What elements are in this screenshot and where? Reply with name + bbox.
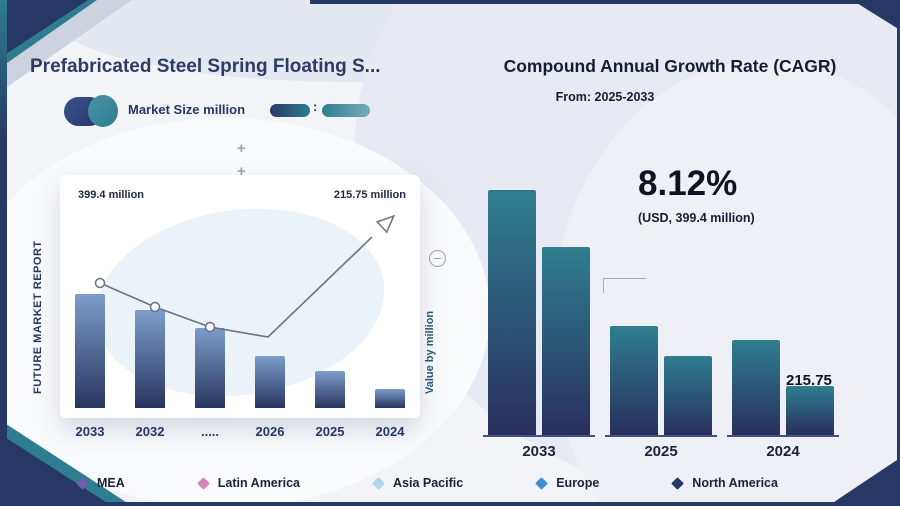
region-legend: MEA Latin America Asia Pacific Europe North … xyxy=(76,476,778,490)
future-market-report-label: FUTURE MARKET REPORT xyxy=(32,240,44,394)
legend-diamond-icon xyxy=(196,476,210,490)
legend-item-latin-america: Latin America xyxy=(196,476,300,490)
value-annotation-2033: 399.4 million xyxy=(78,189,145,201)
market-x-label: 2024 xyxy=(375,424,405,439)
legend-diamond-icon xyxy=(372,476,385,490)
page-title: Prefabricated Steel Spring Floating S... xyxy=(30,56,381,77)
cagr-bar-group: 2024 xyxy=(727,340,839,460)
plus-mark: + xyxy=(237,140,246,157)
gradient-pill-icon xyxy=(270,104,310,117)
legend-item-mea: MEA xyxy=(76,476,125,490)
legend-label: North America xyxy=(692,476,778,490)
cagr-bar-pair xyxy=(727,340,839,437)
cagr-year-label: 2033 xyxy=(522,443,556,460)
cagr-bar xyxy=(786,386,834,435)
cagr-bar xyxy=(664,356,712,435)
top-edge-strip xyxy=(310,0,900,4)
market-x-label: 2033 xyxy=(75,424,105,439)
bracket-line-decoration xyxy=(603,278,646,293)
legend-label: MEA xyxy=(97,476,125,490)
corner-bottom-left-navy xyxy=(0,434,112,506)
value-axis-label: Value by million xyxy=(424,310,436,394)
cagr-subtitle: From: 2025-2033 xyxy=(555,90,655,104)
cagr-bar xyxy=(610,326,658,435)
market-size-legend-label: Market Size million xyxy=(128,102,246,117)
cagr-bar xyxy=(488,190,536,435)
legend-item-europe: Europe xyxy=(535,476,600,490)
market-bar xyxy=(315,371,345,408)
cagr-2024-annotation: 215.75 xyxy=(786,372,832,389)
left-edge-strip xyxy=(0,0,7,506)
market-x-label: 2026 xyxy=(255,424,285,439)
market-bar xyxy=(195,328,225,408)
cagr-year-label: 2024 xyxy=(766,443,800,460)
cagr-value: 8.12% xyxy=(638,164,738,203)
cagr-bar-group: 2025 xyxy=(605,326,717,460)
cagr-title: Compound Annual Growth Rate (CAGR) xyxy=(503,56,837,76)
market-bar xyxy=(255,356,285,408)
legend-item-asia-pacific: Asia Pacific xyxy=(372,476,464,490)
market-size-chart-card: 399.4 million 215.75 million xyxy=(60,175,420,418)
cagr-bar-pair xyxy=(483,190,595,437)
cagr-bar xyxy=(732,340,780,435)
pill-colon: : xyxy=(313,99,318,114)
minus-circle-icon xyxy=(429,250,446,267)
legend-diamond-icon xyxy=(535,476,549,490)
legend-label: Asia Pacific xyxy=(393,476,464,490)
gradient-pill-icon-2 xyxy=(322,104,370,117)
cagr-bar-groups: 2033 2025 2024 xyxy=(483,190,839,460)
cagr-bar-group: 2033 xyxy=(483,190,595,460)
market-x-label: 2032 xyxy=(135,424,165,439)
trend-arrow-graphic xyxy=(94,214,396,338)
cagr-note: (USD, 399.4 million) xyxy=(638,211,755,225)
market-x-label: 2025 xyxy=(315,424,345,439)
value-annotation-2024: 215.75 million xyxy=(333,189,406,201)
cagr-bar xyxy=(542,247,590,435)
market-bar xyxy=(75,294,105,408)
market-size-cylinder-icon xyxy=(64,95,120,127)
plus-mark: + xyxy=(237,163,246,180)
market-bars xyxy=(60,273,420,408)
cagr-year-label: 2025 xyxy=(644,443,678,460)
market-x-labels: 2033 2032..... 2026 2025 2024 xyxy=(60,424,420,439)
corner-top-right xyxy=(852,0,900,30)
cylinder-front-shape xyxy=(88,95,118,127)
market-x-label: ..... xyxy=(200,424,220,439)
legend-diamond-icon xyxy=(76,476,89,490)
corner-top-left-gray xyxy=(0,0,132,92)
market-bar xyxy=(135,310,165,408)
top-band-shape xyxy=(35,0,845,101)
legend-diamond-icon xyxy=(671,476,685,490)
legend-label: Europe xyxy=(556,476,600,490)
corner-bottom-right xyxy=(828,458,900,506)
market-bar xyxy=(375,389,405,408)
corner-top-left-navy xyxy=(0,0,88,58)
bottom-edge-strip xyxy=(0,502,900,506)
legend-item-north-america: North America xyxy=(671,476,778,490)
legend-label: Latin America xyxy=(217,476,300,490)
cagr-bar-pair xyxy=(605,326,717,437)
